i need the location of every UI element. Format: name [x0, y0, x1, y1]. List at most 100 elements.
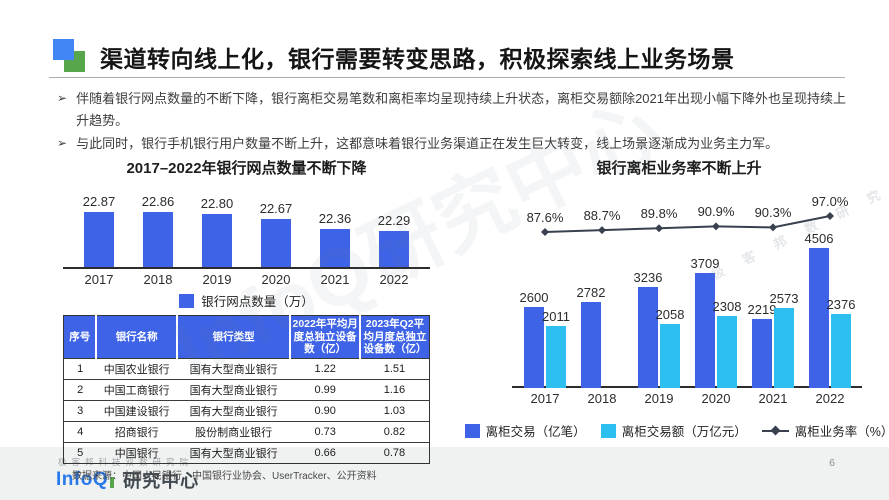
bar-value-label: 2058: [655, 307, 685, 322]
bar-value-label: 3709: [690, 256, 720, 271]
legend-label: 离柜交易（亿笔）: [485, 425, 586, 439]
table-cell: 国有大型商业银行: [176, 441, 291, 463]
bar-group-2017: 22.87: [71, 194, 127, 267]
bar-2022-blue: [809, 248, 829, 388]
bar-value-label: 2573: [769, 291, 799, 306]
line-point-marker: [712, 222, 720, 231]
bar-group-2020: 22.67: [248, 201, 304, 267]
column-header: 2022年平均月度总独立设备数（亿）: [289, 315, 360, 358]
table-cell: 2: [63, 378, 97, 400]
table-header-row: 序号 银行名称 银行类型 2022年平均月度总独立设备数（亿） 2023年Q2平均月度总…: [63, 315, 430, 358]
bar-value-label: 22.80: [200, 196, 234, 211]
x-tick-label: 2022: [379, 272, 409, 287]
legend-label: 离柜交易额（万亿元）: [621, 425, 747, 439]
table-cell: 1: [63, 357, 97, 379]
column-header: 2023年Q2平均月度总独立设备数（亿）: [358, 315, 430, 358]
line-value-label: 87.6%: [526, 210, 564, 225]
table-row: 4 招商银行 股份制商业银行 0.73 0.82: [63, 420, 430, 442]
table-row: 3 中国建设银行 国有大型商业银行 0.90 1.03: [63, 399, 430, 421]
legend-swatch: [464, 423, 480, 438]
bar-value-label: 2308: [712, 299, 742, 314]
line-value-label: 97.0%: [811, 194, 849, 210]
bar-group-2022: 22.29: [366, 213, 422, 267]
table-cell: 1.16: [359, 378, 430, 400]
line-point-marker: [541, 228, 549, 236]
table-cell: 国有大型商业银行: [176, 399, 291, 421]
bar-value-label: 3236: [633, 270, 663, 285]
bar-2018-blue: [581, 302, 601, 388]
bar-group-2021: 22.36: [307, 211, 363, 267]
bar-2020: [261, 219, 291, 267]
bar-group-2018: 22.86: [130, 194, 186, 267]
bullet-arrow-icon: ➢: [57, 91, 68, 105]
bank-devices-table: 序号 银行名称 银行类型 2022年平均月度总独立设备数（亿） 2023年Q2平均月度总…: [63, 315, 430, 464]
table-cell: 3: [63, 399, 97, 421]
table-body: 1 中国农业银行 国有大型商业银行 1.22 1.51 2 中国工商银行 国有大型商业银行 0.…: [63, 357, 430, 463]
table-cell: 0.99: [290, 378, 360, 400]
line-point-marker: [598, 226, 606, 235]
x-tick-label: 2019: [202, 272, 232, 287]
line-seg: [777, 429, 789, 432]
table-row: 1 中国农业银行 国有大型商业银行 1.22 1.51: [63, 357, 430, 379]
x-tick-label: 2021: [320, 272, 350, 287]
legend-item: 离柜交易额（万亿元）: [600, 421, 747, 440]
bar-2021-cyan: [774, 308, 794, 388]
bar-value-label: 2782: [576, 285, 606, 300]
bar-value-label: 2600: [519, 290, 549, 305]
infoq-wordmark: InfoQ: [56, 469, 109, 490]
offcounter-chart-x-axis: 2017 2018 2019 2020 2021 2022: [488, 391, 870, 408]
bullet-item: ➢ 伴随着银行网点数量的不断下降，银行离柜交易笔数和离柜率均呈现持续上升状态，离…: [57, 88, 855, 131]
table-row: 2 中国工商银行 国有大型商业银行 0.99 1.16: [63, 378, 430, 400]
table-cell: 0.78: [359, 441, 430, 463]
bar-group-2019: 22.80: [189, 196, 245, 267]
table-cell: 招商银行: [96, 420, 177, 442]
x-tick-label: 2022: [815, 391, 845, 406]
table-cell: 1.22: [290, 357, 360, 379]
branch-chart-legend: 银行网点数量（万）: [63, 291, 430, 310]
branch-chart-x-axis: 2017 2018 2019 2020 2021 2022: [63, 272, 430, 287]
bar-value-label: 22.87: [82, 194, 116, 209]
x-axis-line: [512, 386, 862, 388]
bar-2017: [84, 212, 114, 267]
legend-item: 离柜业务率（%）: [761, 421, 889, 440]
bar-value-label: 2011: [542, 309, 570, 324]
table-cell: 5: [63, 441, 97, 463]
table-cell: 0.66: [290, 441, 360, 463]
table-cell: 0.82: [359, 420, 430, 442]
branch-bar-chart: 22.87 22.86 22.80 22.67 22.36 22.29: [63, 192, 430, 269]
bar-2017-blue: [524, 307, 544, 388]
table-cell: 国有大型商业银行: [176, 357, 291, 379]
bullet-text: 与此同时，银行手机银行用户数量不断上升，这都意味着银行业务渠道正在发生巨大转变，…: [76, 136, 779, 151]
bar-2020-blue: [695, 273, 715, 388]
x-tick-label: 2019: [644, 391, 674, 406]
table-cell: 4: [63, 420, 97, 442]
bar-value-label: 22.86: [141, 194, 175, 209]
column-header: 银行类型: [175, 315, 291, 358]
bar-value-label: 22.67: [259, 201, 293, 216]
table-cell: 0.90: [290, 399, 360, 421]
bar-2020-cyan: [717, 316, 737, 388]
branch-chart-panel: 2017–2022年银行网点数量不断下降 22.87 22.86 22.80 22.6…: [63, 157, 430, 482]
x-tick-label: 2018: [587, 391, 617, 406]
x-tick-label: 2020: [701, 391, 731, 406]
x-tick-label: 2017: [530, 391, 560, 406]
x-tick-label: 2018: [143, 272, 173, 287]
column-header: 银行名称: [95, 315, 177, 358]
offcounter-chart-panel: 银行离柜业务率不断上升 2600 2782 3236 3709 2219 4506 2011…: [464, 157, 889, 440]
bar-value-label: 2376: [826, 297, 856, 312]
line-seg: [761, 429, 773, 432]
page-number: 6: [829, 457, 835, 469]
line-value-label: 90.3%: [754, 205, 792, 221]
legend-line-marker-icon: [761, 425, 789, 436]
bar-2019: [202, 214, 232, 267]
bar-value-label: 4506: [804, 231, 834, 246]
bar-value-label: 22.29: [377, 213, 411, 228]
table-cell: 中国农业银行: [96, 357, 177, 379]
x-tick-label: 2020: [261, 272, 291, 287]
bar-2019-cyan: [660, 324, 680, 388]
table-cell: 1.51: [359, 357, 430, 379]
bar-value-label: 2219: [747, 302, 777, 317]
table-cell: 中国工商银行: [96, 378, 177, 400]
offcounter-combo-chart: 2600 2782 3236 3709 2219 4506 2011 2058 2308 2573…: [488, 182, 870, 388]
line-point-marker: [769, 223, 777, 232]
